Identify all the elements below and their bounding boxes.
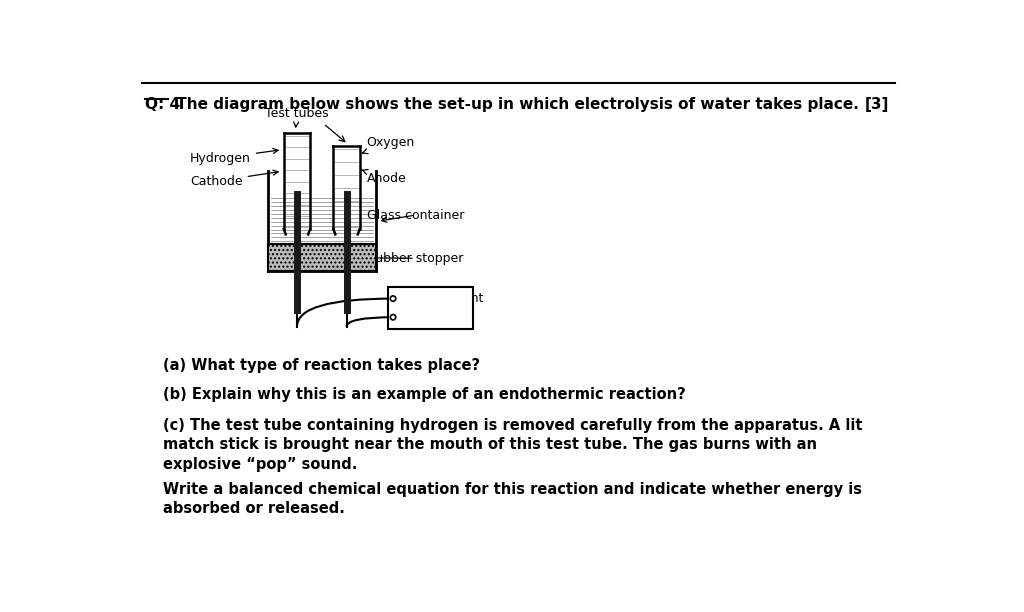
Text: [3]: [3] [864,97,889,111]
Text: Q: 4: Q: 4 [145,97,180,111]
Text: Oxygen: Oxygen [362,136,415,154]
Text: source: source [400,311,440,324]
Text: (c) The test tube containing hydrogen is removed carefully from the apparatus. A: (c) The test tube containing hydrogen is… [163,417,862,472]
Text: (b) Explain why this is an example of an endothermic reaction?: (b) Explain why this is an example of an… [163,387,686,402]
Text: (a) What type of reaction takes place?: (a) What type of reaction takes place? [163,359,480,373]
Text: Direct current: Direct current [400,292,483,305]
Text: Anode: Anode [361,170,407,185]
Bar [267,244,376,271]
Text: Rubber stopper: Rubber stopper [367,252,463,265]
Text: Glass container: Glass container [367,209,464,222]
Text: Hydrogen: Hydrogen [190,149,279,165]
Text: Test tubes: Test tubes [265,106,329,127]
Text: Write a balanced chemical equation for this reaction and indicate whether energy: Write a balanced chemical equation for t… [163,482,862,517]
Text: The diagram below shows the set-up in which electrolysis of water takes place.: The diagram below shows the set-up in wh… [171,97,858,111]
Bar [388,287,473,329]
Text: Cathode: Cathode [190,170,279,188]
